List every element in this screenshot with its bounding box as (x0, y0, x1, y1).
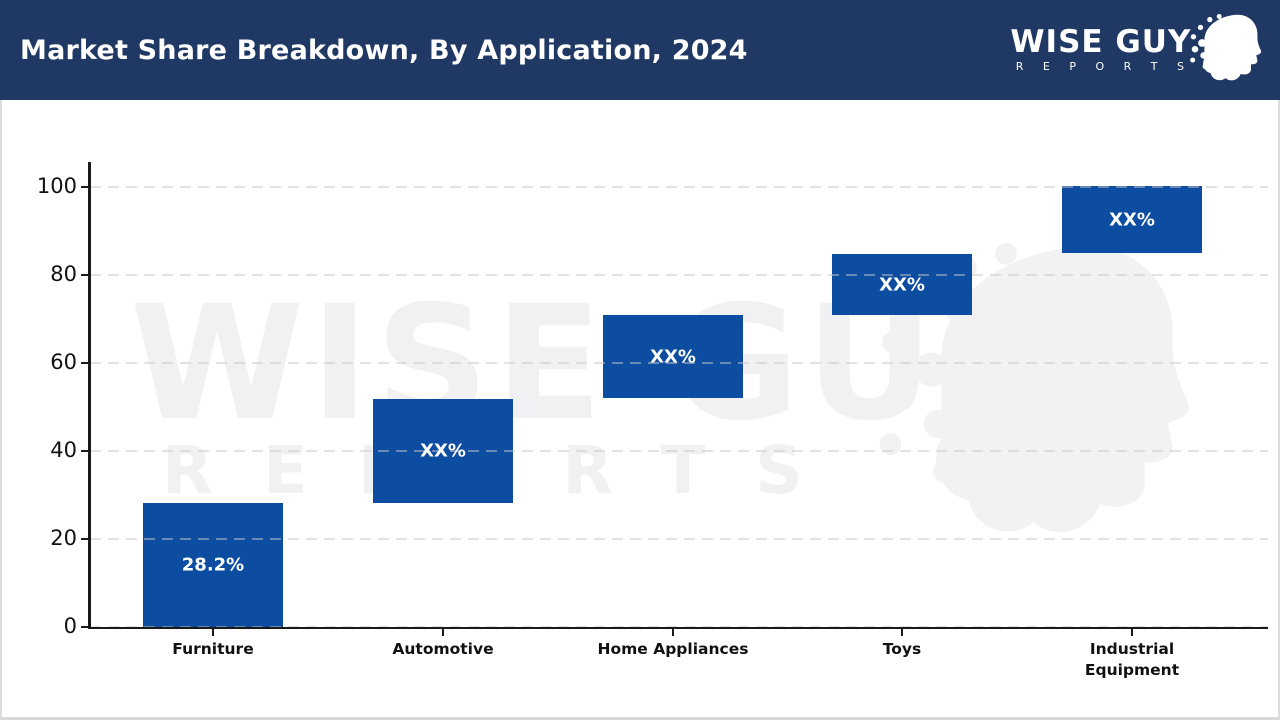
bar-toys (832, 253, 972, 316)
y-tick (81, 450, 90, 452)
y-tick-label: 20 (50, 526, 77, 550)
brand-logo: WISE GUY R E P O R T S (1010, 9, 1266, 91)
y-tick (81, 274, 90, 276)
x-category-label: Automotive (392, 640, 494, 658)
x-category-label: Toys (882, 640, 922, 658)
gridline-80 (90, 274, 1268, 276)
bar-value-label: XX% (1109, 209, 1155, 231)
waterfall-plot: 28.2% Furniture XX% Automotive XX% Home Appli… (2, 100, 1280, 720)
y-tick-label: 0 (63, 614, 77, 638)
logo-face-icon (1188, 9, 1266, 91)
page-title: Market Share Breakdown, By Application, … (20, 34, 748, 66)
y-tick-label: 60 (50, 350, 77, 374)
gridline-60 (90, 362, 1268, 364)
gridline-100 (90, 186, 1268, 188)
x-tick (901, 627, 903, 636)
x-tick (1131, 627, 1133, 636)
x-tick (672, 627, 674, 636)
gridline-20 (90, 538, 1268, 540)
bar-furniture (143, 502, 283, 627)
bar-value-label: XX% (879, 274, 925, 296)
y-tick-label: 40 (50, 438, 77, 462)
logo-wordmark: WISE GUY (1010, 24, 1192, 60)
y-axis (88, 162, 91, 629)
header-bar: Market Share Breakdown, By Application, … (0, 0, 1280, 100)
bar-industrial-equipment (1062, 186, 1202, 253)
x-category-label: Home Appliances (597, 640, 749, 658)
y-tick-label: 100 (36, 174, 77, 198)
logo-subtext: R E P O R T S (1015, 60, 1192, 73)
y-tick (81, 538, 90, 540)
x-category-label: Industrial Equipment (1084, 640, 1180, 679)
y-tick-label: 80 (50, 262, 77, 286)
y-tick (81, 186, 90, 188)
bar-value-label: XX% (420, 440, 466, 462)
y-tick (81, 362, 90, 364)
bar-value-label: 28.2% (181, 554, 245, 576)
y-tick (81, 626, 90, 628)
x-tick (442, 627, 444, 636)
x-category-label: Furniture (172, 640, 254, 658)
bar-value-label: XX% (650, 346, 696, 368)
x-axis (88, 626, 1268, 629)
x-tick (212, 627, 214, 636)
gridline-40 (90, 450, 1268, 452)
bar-home-appliances (603, 315, 743, 399)
